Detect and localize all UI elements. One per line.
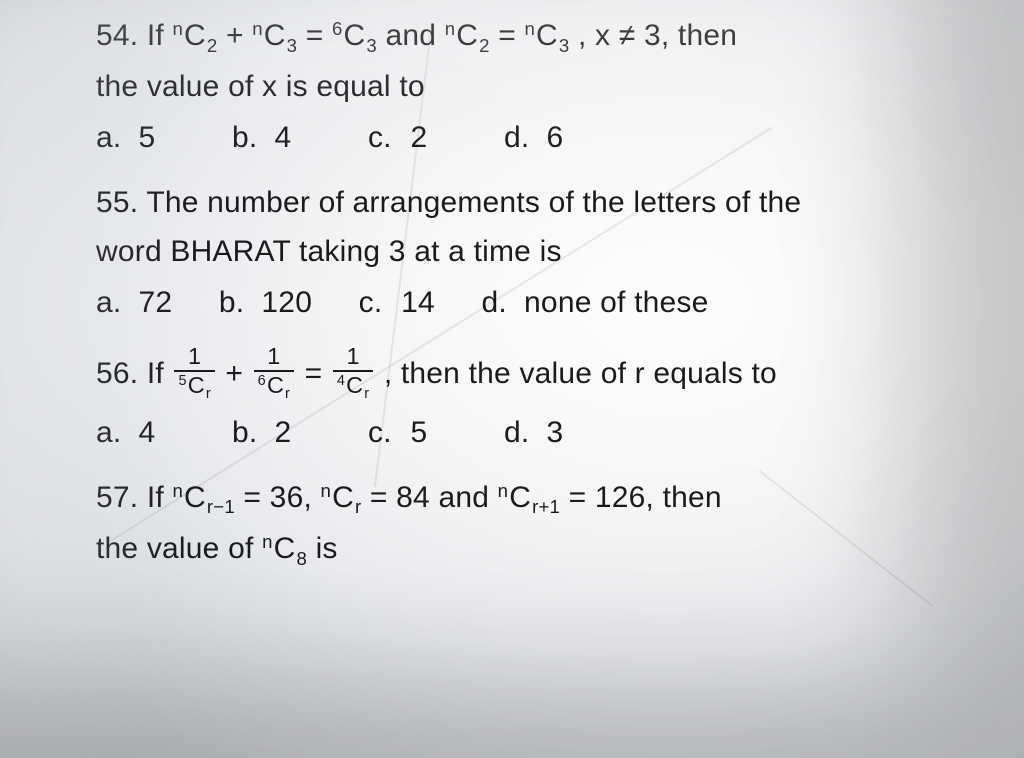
q54-opt-a-label: a.	[96, 121, 130, 155]
q55-opt-a-label: a.	[96, 286, 130, 320]
q56-opt-b-label: b.	[232, 416, 266, 450]
q55-line1: The number of arrangements of the letter…	[146, 186, 801, 219]
q56-opt-d-value: 3	[547, 416, 564, 450]
q54-text: If nC2 + nC3 = 6C3 and nC2 = nC3 , x ≠ 3…	[147, 19, 737, 52]
q54-opt-b-label: b.	[232, 121, 266, 155]
q54-opt-d-value: 6	[547, 121, 564, 155]
q56-pre: If	[147, 357, 173, 390]
q54-opt-c-label: c.	[368, 121, 402, 155]
q55-opt-b-value: 120	[261, 286, 312, 320]
q55-opt-b-label: b.	[219, 286, 253, 320]
q55-opt-c-value: 14	[401, 286, 435, 320]
q55-options: a. 72 b. 120 c. 14 d. none of these	[96, 286, 994, 320]
q56-tail: , then the value of r equals to	[384, 357, 777, 390]
q56-options: a. 4 b. 2 c. 5 d. 3	[96, 416, 994, 450]
q54-opt-d-label: d.	[504, 121, 538, 155]
q55-opt-c-label: c.	[359, 286, 393, 320]
q56-opt-a-label: a.	[96, 416, 130, 450]
q54-opt-c-value: 2	[411, 121, 428, 155]
q55-opt-d-label: d.	[482, 286, 516, 320]
q56-frac2: 1 6Cr	[254, 344, 294, 402]
q56-opt-c-label: c.	[368, 416, 402, 450]
q55-opt-a-value: 72	[139, 286, 173, 320]
q56-opt-b-value: 2	[275, 416, 292, 450]
q56-frac3: 1 4Cr	[333, 344, 373, 402]
q54-options: a. 5 b. 4 c. 2 d. 6	[96, 121, 994, 155]
question-55: 55. The number of arrangements of the le…	[96, 181, 994, 274]
q56-opt-a-value: 4	[139, 416, 156, 450]
question-54: 54. If nC2 + nC3 = 6C3 and nC2 = nC3 , x…	[96, 14, 994, 109]
q56-opt-d-label: d.	[504, 416, 538, 450]
q55-number: 55.	[96, 186, 138, 219]
question-57: 57. If nCr−1 = 36, nCr = 84 and nCr+1 = …	[96, 476, 994, 573]
q54-number: 54.	[96, 19, 138, 52]
question-56: 56. If 1 5Cr + 1 6Cr = 1 4Cr , then the …	[96, 346, 994, 404]
q54-opt-b-value: 4	[275, 121, 292, 155]
q56-frac1: 1 5Cr	[174, 344, 214, 402]
q54-line2: the value of x is equal to	[96, 65, 994, 109]
q56-number: 56.	[96, 357, 138, 390]
q55-line2: word BHARAT taking 3 at a time is	[96, 230, 994, 274]
q57-line2: the value of nC8 is	[96, 527, 994, 572]
q56-opt-c-value: 5	[411, 416, 428, 450]
q54-opt-a-value: 5	[139, 121, 156, 155]
q57-pre: If	[147, 481, 173, 514]
q57-number: 57.	[96, 481, 138, 514]
q55-opt-d-value: none of these	[524, 286, 708, 320]
